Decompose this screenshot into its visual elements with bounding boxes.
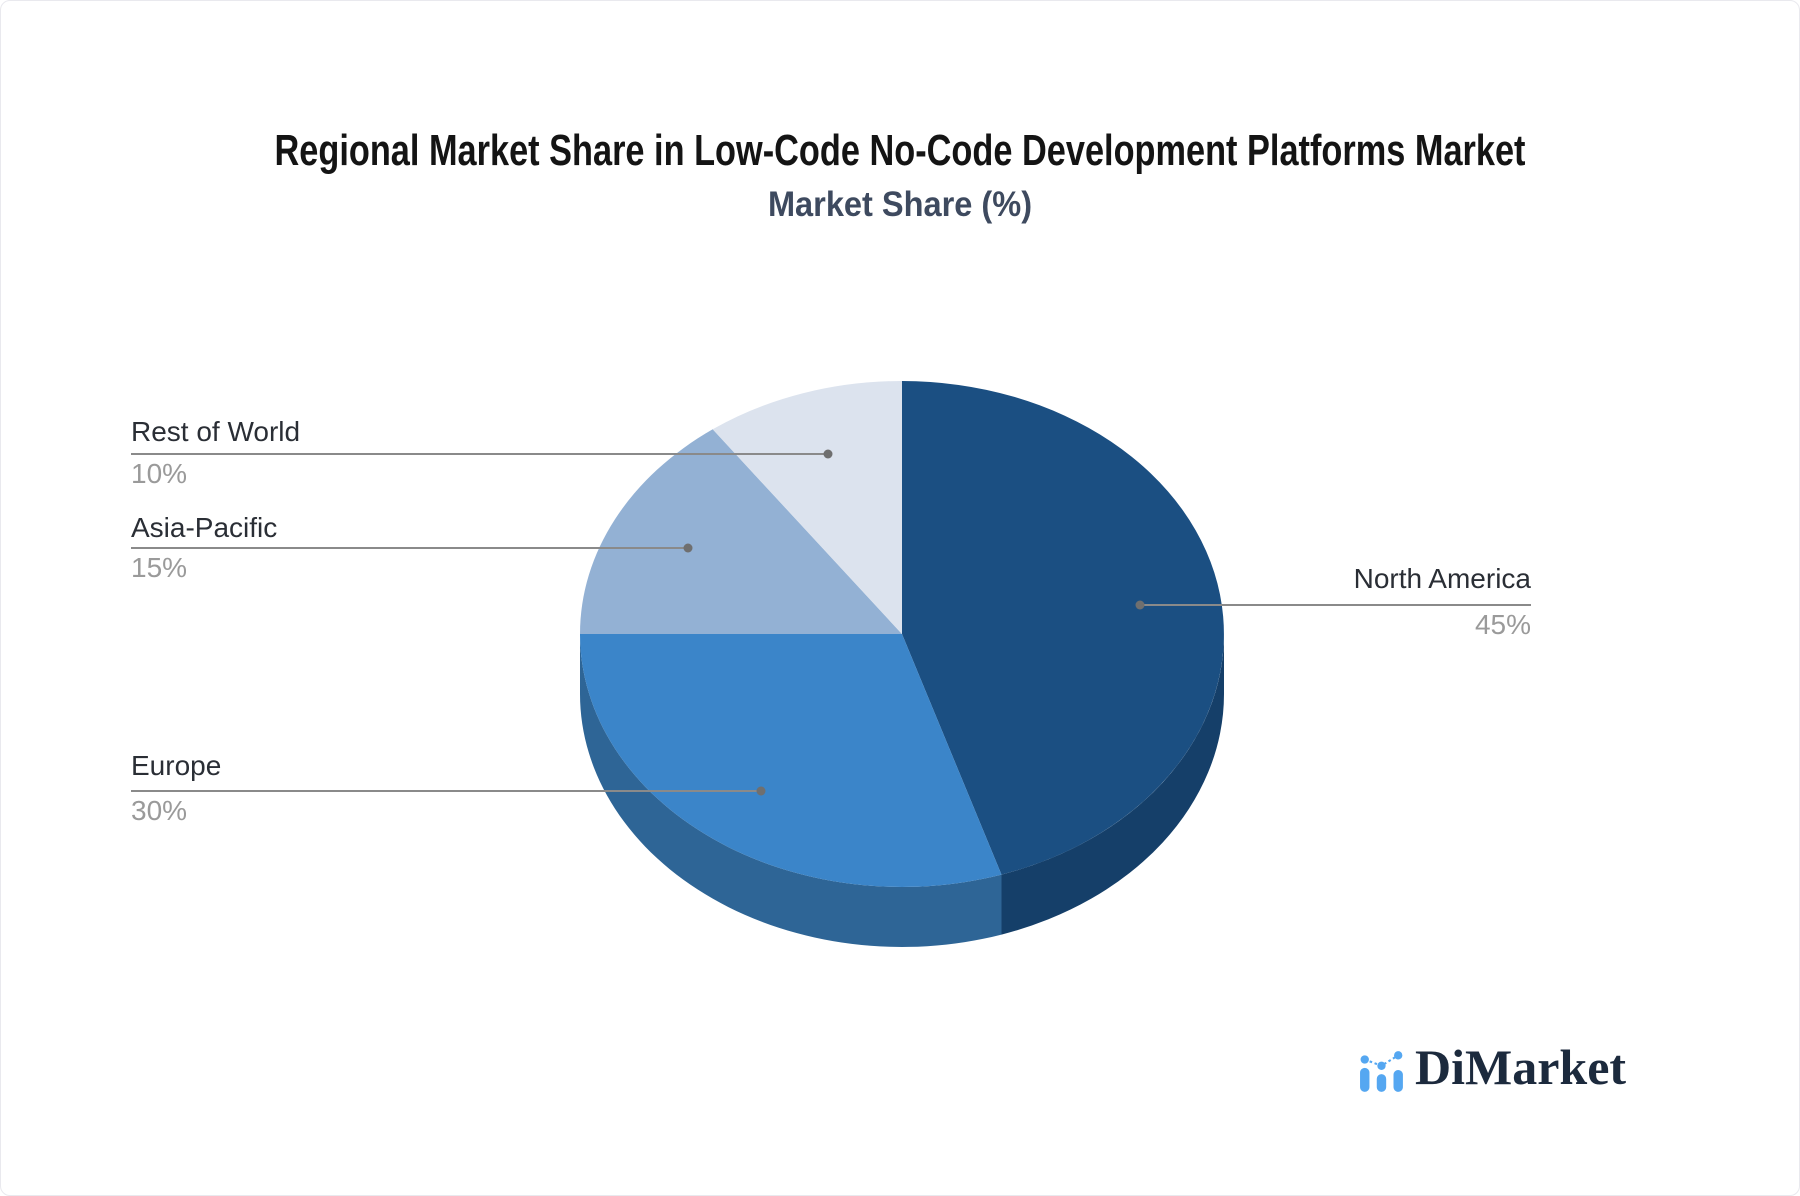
callout-label-europe: Europe [131,750,222,781]
callout-pct-europe: 30% [131,795,188,826]
pie-side-north-america [1001,634,1224,935]
callout-label-rest-of-world: Rest of World [131,416,301,447]
callout-pct-asia-pacific: 15% [131,552,188,583]
pie-slice-asia-pacific [580,429,902,634]
chart-subtitle: Market Share (%) [767,185,1033,224]
callout-label-north-america: North America [1353,563,1531,594]
pie-slice-europe [580,634,1002,887]
callout-dot-rest-of-world [823,449,833,459]
logo-text: DiMarket [1415,1039,1627,1095]
callout-dot-asia-pacific [683,543,693,553]
pie-slice-rest-of-world [712,380,902,634]
callout-pct-rest-of-world: 10% [131,458,188,489]
bar-chart-trend-icon [1360,1051,1403,1092]
pie-side-europe [580,634,1002,947]
callout-dot-north-america [1135,600,1145,610]
pie-slice-north-america [902,381,1224,875]
callout-dot-europe [756,786,766,796]
dimarket-logo: DiMarket [1359,1041,1626,1093]
callout-label-asia-pacific: Asia-Pacific [131,512,278,543]
callout-pct-north-america: 45% [1474,609,1531,640]
chart-title: Regional Market Share in Low-Code No-Cod… [274,126,1526,175]
